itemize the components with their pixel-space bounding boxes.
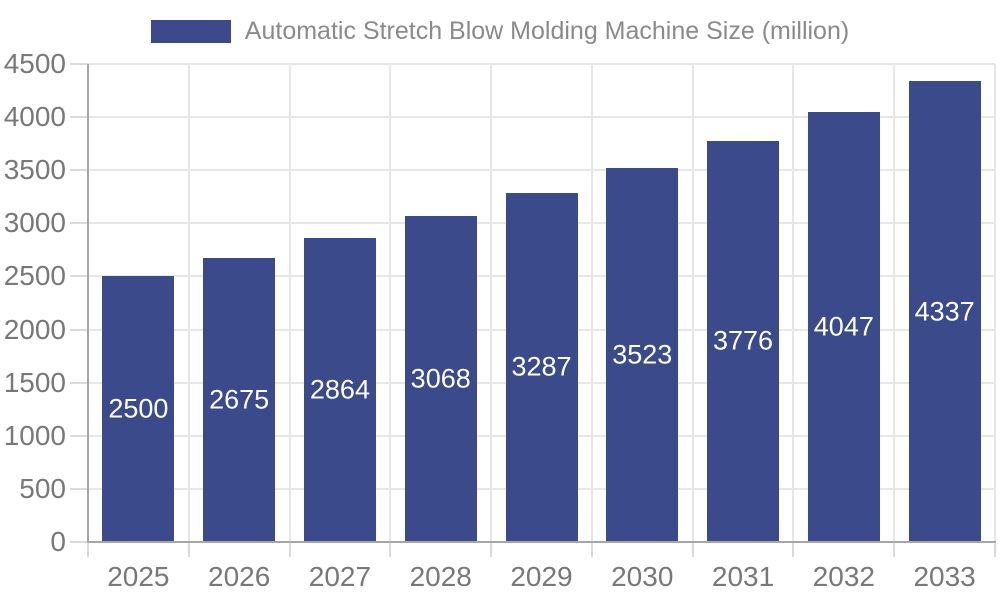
y-axis-tick [70, 328, 88, 331]
x-axis-tick-label: 2033 [913, 561, 976, 592]
x-axis-tick-label: 2031 [711, 561, 775, 592]
x-axis-tick [288, 542, 291, 557]
bar-2033 [908, 81, 981, 541]
bar-value-label: 4337 [914, 296, 975, 327]
x-gridline [590, 64, 593, 542]
y-axis-tick [70, 275, 88, 278]
legend-swatch-icon [150, 19, 231, 43]
x-gridline [691, 64, 694, 542]
x-axis-tick [994, 542, 996, 557]
bar-value-label: 3776 [713, 325, 774, 356]
x-gridline [288, 64, 291, 542]
y-axis-tick [70, 169, 88, 172]
x-axis-tick-label: 2030 [611, 561, 674, 592]
y-axis-tick-label: 2000 [3, 313, 66, 345]
x-axis-tick [490, 542, 493, 557]
y-gridline [88, 169, 995, 172]
bar-value-label: 2500 [108, 393, 169, 424]
y-axis-tick [70, 381, 88, 384]
x-axis-tick [590, 542, 593, 557]
bar-2028 [404, 216, 477, 541]
bar-2030 [606, 167, 679, 541]
y-axis-tick [70, 222, 88, 225]
y-axis-tick [70, 63, 88, 65]
bar-value-label: 2864 [309, 374, 370, 405]
chart-legend[interactable]: Automatic Stretch Blow Molding Machine S… [0, 12, 1000, 50]
y-axis-tick [70, 541, 88, 543]
y-axis-tick-label: 3000 [3, 207, 66, 239]
y-axis-tick-label: 500 [19, 472, 66, 504]
x-axis-tick [389, 542, 392, 557]
y-axis-tick-label: 0 [50, 526, 66, 557]
bar-value-label: 3068 [410, 363, 471, 394]
x-gridline [187, 64, 190, 542]
x-axis-tick-label: 2025 [107, 561, 170, 592]
y-gridline [88, 63, 995, 65]
y-axis-tick-label: 2500 [3, 260, 66, 292]
y-axis-tick [70, 487, 88, 490]
legend-label: Automatic Stretch Blow Molding Machine S… [244, 16, 850, 45]
x-axis-line [87, 541, 996, 543]
bar-2031 [707, 140, 780, 541]
bar-2026 [203, 257, 276, 541]
x-axis-tick [187, 542, 190, 557]
y-axis-tick-label: 3500 [3, 154, 66, 186]
x-axis-tick [691, 542, 694, 557]
x-axis-tick [893, 542, 896, 557]
x-axis-tick-label: 2032 [812, 561, 875, 592]
x-axis-tick-label: 2027 [308, 561, 372, 592]
y-axis-line [87, 64, 89, 542]
x-axis-tick [87, 542, 89, 557]
bar-2025 [102, 276, 175, 541]
y-axis-tick-label: 4000 [3, 101, 66, 133]
x-axis-tick [792, 542, 795, 557]
x-axis-tick-label: 2028 [409, 561, 472, 592]
x-axis-tick-label: 2029 [510, 561, 573, 592]
y-axis-tick-label: 1500 [3, 366, 66, 398]
y-axis-tick-label: 4500 [3, 48, 66, 79]
y-gridline [88, 116, 995, 119]
bar-2027 [303, 237, 376, 541]
bar-value-label: 4047 [813, 311, 874, 342]
x-gridline [490, 64, 493, 542]
x-gridline [994, 64, 996, 542]
x-gridline [893, 64, 896, 542]
bar-value-label: 3523 [612, 339, 673, 370]
bar-value-label: 3287 [511, 351, 572, 382]
y-axis-tick [70, 116, 88, 119]
bar-2029 [505, 192, 578, 541]
x-gridline [389, 64, 392, 542]
x-axis-tick-label: 2026 [208, 561, 271, 592]
bar-value-label: 2675 [209, 384, 270, 415]
bar-2032 [807, 112, 880, 541]
y-axis-tick [70, 434, 88, 437]
y-axis-tick-label: 1000 [3, 419, 66, 451]
x-gridline [792, 64, 795, 542]
